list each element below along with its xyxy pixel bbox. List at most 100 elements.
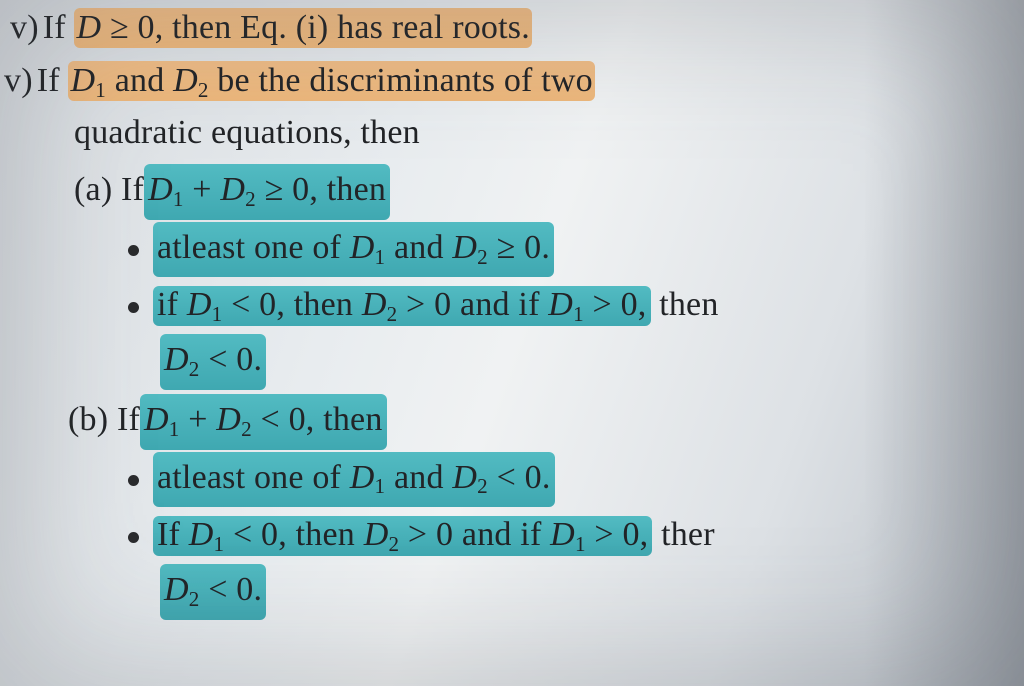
b-b2-D1: D bbox=[189, 516, 214, 553]
a-b1-D1: D bbox=[350, 229, 375, 266]
b-b1-pre: atleast one of bbox=[157, 459, 350, 496]
b-b2-cont-hl: D2 < 0. bbox=[160, 564, 266, 620]
a-b1-pre: atleast one of bbox=[157, 229, 350, 266]
b-sub2: 2 bbox=[241, 417, 252, 441]
a-plus: + bbox=[184, 171, 221, 208]
a-expr-hl: D1 + D2 ≥ 0, then bbox=[144, 164, 390, 220]
v-pre: If bbox=[43, 9, 75, 46]
v-text: If D ≥ 0, then Eq. (i) has real roots. bbox=[43, 2, 532, 55]
a-b1-D2: D bbox=[452, 229, 477, 266]
b-b2-andif: and if bbox=[453, 516, 550, 553]
b-D1: D bbox=[144, 401, 169, 438]
b-b2-then1: then bbox=[287, 516, 364, 553]
a-b1-and: and bbox=[385, 229, 452, 266]
b-b1-hl: atleast one of D1 and D2 < 0. bbox=[153, 452, 555, 508]
b-b2c-sub2: 2 bbox=[189, 587, 200, 611]
a-b2-then2: then bbox=[651, 286, 719, 323]
page: v) If D ≥ 0, then Eq. (i) has real roots… bbox=[0, 0, 1024, 620]
a-sub1: 1 bbox=[173, 187, 184, 211]
a-b1-sub2: 2 bbox=[477, 245, 488, 269]
item-a-bullet2-l1: if D1 < 0, then D2 > 0 and if D1 > 0, th… bbox=[128, 279, 1014, 332]
v2-D2: D bbox=[173, 62, 198, 99]
v-then: then Eq. (i) has real roots. bbox=[163, 9, 529, 46]
b-b2-D1b: D bbox=[550, 516, 575, 553]
v2-D1: D bbox=[70, 62, 95, 99]
item-v-line1: v) If D ≥ 0, then Eq. (i) has real roots… bbox=[10, 2, 1014, 55]
a-then: then bbox=[318, 171, 386, 208]
b-b2-sub2: 2 bbox=[388, 532, 399, 556]
item-a-bullet2-l2: D2 < 0. bbox=[160, 334, 1014, 390]
v2-pre: If bbox=[37, 62, 69, 99]
a-b2-gt0b: > 0, bbox=[584, 286, 647, 323]
v2-highlight: D1 and D2 be the discriminants of two bbox=[68, 61, 594, 101]
b-lt0: < 0, bbox=[252, 401, 315, 438]
b-b2c-lt0: < 0. bbox=[200, 571, 263, 608]
item-b-bullet2-l1: If D1 < 0, then D2 > 0 and if D1 > 0, th… bbox=[128, 509, 1014, 562]
bullet-icon bbox=[128, 532, 139, 543]
a-D1: D bbox=[148, 171, 173, 208]
b-b2-hl1: If D1 < 0, then D2 > 0 and if D1 > 0, bbox=[153, 516, 652, 556]
b-b2-then2: ther bbox=[652, 516, 714, 553]
b-b1-sub2: 2 bbox=[477, 474, 488, 498]
item-v2-line1: v) If D1 and D2 be the discriminants of … bbox=[4, 55, 1014, 108]
a-b2c-lt0: < 0. bbox=[200, 341, 263, 378]
b-b1-sub1: 1 bbox=[375, 474, 386, 498]
b-b2-D2: D bbox=[364, 516, 389, 553]
v2-sub1: 1 bbox=[95, 78, 106, 102]
item-b-bullet1: atleast one of D1 and D2 < 0. bbox=[128, 452, 1014, 508]
b-plus: + bbox=[180, 401, 217, 438]
item-b-header: (b) If D1 + D2 < 0, then bbox=[68, 394, 1014, 450]
a-sub2: 2 bbox=[245, 187, 256, 211]
a-b2c-sub2: 2 bbox=[189, 357, 200, 381]
label-v: v) bbox=[10, 2, 39, 55]
a-b2-D1: D bbox=[187, 286, 212, 323]
v2-line2: quadratic equations, then bbox=[74, 107, 420, 160]
a-ge0: ≥ 0, bbox=[256, 171, 318, 208]
b-b2-sub1: 1 bbox=[214, 532, 225, 556]
a-b1-hl: atleast one of D1 and D2 ≥ 0. bbox=[153, 222, 554, 278]
v2-and: and bbox=[106, 62, 173, 99]
b-b1-and: and bbox=[385, 459, 452, 496]
a-b2-D1b: D bbox=[548, 286, 573, 323]
bullet-icon bbox=[128, 245, 139, 256]
b-b2-gt0: > 0 bbox=[399, 516, 453, 553]
item-v2-line2: quadratic equations, then bbox=[74, 107, 1014, 160]
label-v2: v) bbox=[4, 55, 33, 108]
a-b2-D2: D bbox=[362, 286, 387, 323]
bullet-icon bbox=[128, 302, 139, 313]
v-ge0: ≥ 0, bbox=[101, 9, 163, 46]
a-b2-sub2: 2 bbox=[387, 302, 398, 326]
item-a-header: (a) If D1 + D2 ≥ 0, then bbox=[74, 164, 1014, 220]
v2-text: If D1 and D2 be the discriminants of two bbox=[37, 55, 595, 108]
b-b1-D1: D bbox=[350, 459, 375, 496]
a-b2: if D1 < 0, then D2 > 0 and if D1 > 0, th… bbox=[153, 279, 719, 332]
a-b2-cont-hl: D2 < 0. bbox=[160, 334, 266, 390]
b-b2-sub1b: 1 bbox=[575, 532, 586, 556]
b-b2: If D1 < 0, then D2 > 0 and if D1 > 0, th… bbox=[153, 509, 715, 562]
a-b2-hl1: if D1 < 0, then D2 > 0 and if D1 > 0, bbox=[153, 286, 651, 326]
b-b2-gt0b: > 0, bbox=[586, 516, 649, 553]
b-D2: D bbox=[216, 401, 241, 438]
b-b2c-D2: D bbox=[164, 571, 189, 608]
bullet-icon bbox=[128, 475, 139, 486]
item-a-bullet1: atleast one of D1 and D2 ≥ 0. bbox=[128, 222, 1014, 278]
a-D2: D bbox=[220, 171, 245, 208]
b-b2-lt0: < 0, bbox=[224, 516, 287, 553]
a-b2-gt0: > 0 bbox=[397, 286, 451, 323]
a-b2-sub1b: 1 bbox=[573, 302, 584, 326]
b-label: (b) If bbox=[68, 394, 140, 447]
a-b2-lt0: < 0, bbox=[222, 286, 285, 323]
item-b-bullet2-l2: D2 < 0. bbox=[160, 564, 1014, 620]
b-then: then bbox=[315, 401, 383, 438]
v-highlight: D ≥ 0, then Eq. (i) has real roots. bbox=[74, 8, 531, 48]
b-sub1: 1 bbox=[169, 417, 180, 441]
a-b2c-D2: D bbox=[164, 341, 189, 378]
b-b1-lt0: < 0. bbox=[488, 459, 551, 496]
a-b1-ge0: ≥ 0. bbox=[488, 229, 550, 266]
b-b2-If: If bbox=[157, 516, 189, 553]
b-expr-hl: D1 + D2 < 0, then bbox=[140, 394, 387, 450]
a-b2-then1: then bbox=[285, 286, 362, 323]
a-b2-andif: and if bbox=[451, 286, 548, 323]
a-b2-sub1: 1 bbox=[212, 302, 223, 326]
v-D: D bbox=[76, 9, 101, 46]
